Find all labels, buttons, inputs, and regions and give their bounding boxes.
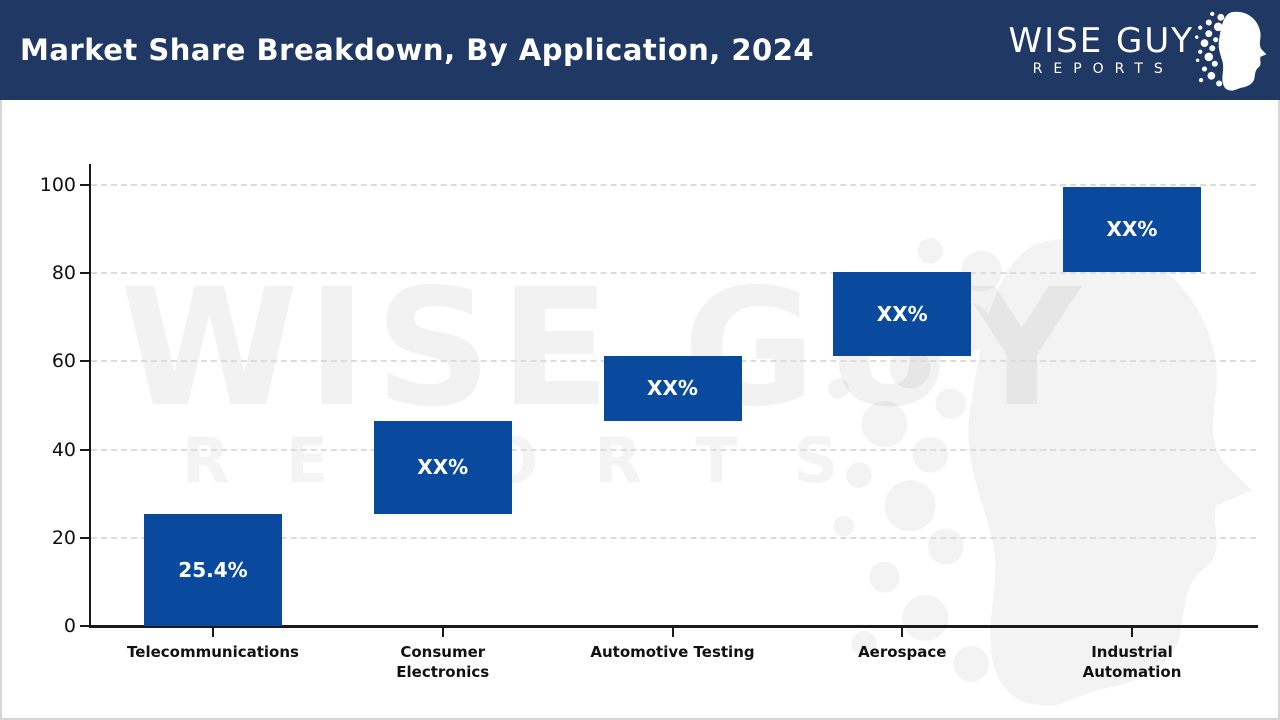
- y-tick-label: 100: [39, 174, 76, 196]
- x-category-label: Industrial Automation: [1082, 643, 1182, 682]
- y-tick-label: 20: [51, 526, 76, 549]
- logo-subtext: REPORTS: [1032, 60, 1174, 77]
- bar-automotive-testing: XX%: [603, 355, 742, 421]
- y-tick-mark: [80, 184, 89, 186]
- gridline-80: [91, 272, 1256, 275]
- bar-consumer-electronics: XX%: [373, 420, 512, 514]
- y-tick-mark: [80, 625, 89, 627]
- page-title: Market Share Breakdown, By Application, …: [20, 33, 815, 67]
- y-tick-label: 80: [51, 262, 76, 285]
- x-tick-mark: [1131, 628, 1133, 637]
- x-category-label: Consumer Electronics: [396, 643, 490, 682]
- gridline-100: [91, 184, 1256, 186]
- y-tick-label: 40: [51, 438, 76, 461]
- y-tick-label: 0: [63, 615, 76, 637]
- chart-area: WISE GUY REPORTS 0 20 40 60 80 100 25.4% Teleco…: [0, 100, 1280, 720]
- x-category-label: Telecommunications: [127, 643, 299, 661]
- y-tick-mark: [80, 360, 89, 363]
- x-axis-line: [89, 625, 1258, 628]
- x-tick-mark: [901, 628, 904, 637]
- gridline-20: [91, 536, 1256, 539]
- bar-telecommunications: 25.4%: [144, 513, 282, 626]
- y-tick-mark: [80, 448, 89, 451]
- bar-value-label: 25.4%: [178, 557, 248, 582]
- x-tick-mark: [671, 628, 674, 637]
- y-tick-mark: [80, 536, 89, 539]
- bar-value-label: XX%: [1106, 217, 1158, 242]
- y-tick-mark: [80, 272, 89, 275]
- x-category-label: Aerospace: [858, 643, 947, 661]
- x-category-label: Automotive Testing: [590, 643, 755, 661]
- bar-aerospace: XX%: [833, 271, 972, 356]
- wise-guy-logo: WISE GUY REPORTS: [1008, 0, 1272, 100]
- plot-region: 0 20 40 60 80 100 25.4% Telecommunications XX% Co…: [2, 100, 1278, 718]
- y-tick-label: 60: [51, 350, 76, 373]
- bar-value-label: XX%: [876, 301, 928, 326]
- gridline-40: [91, 448, 1256, 451]
- bar-value-label: XX%: [647, 376, 698, 401]
- logo-wordmark: WISE GUY: [1008, 20, 1194, 61]
- logo-text: WISE GUY REPORTS: [1008, 24, 1194, 77]
- x-tick-mark: [212, 628, 214, 637]
- bar-industrial-automation: XX%: [1063, 186, 1201, 272]
- header-bar: Market Share Breakdown, By Application, …: [0, 0, 1280, 100]
- x-tick-mark: [441, 628, 444, 637]
- bar-value-label: XX%: [417, 455, 469, 480]
- y-axis-line: [89, 164, 91, 626]
